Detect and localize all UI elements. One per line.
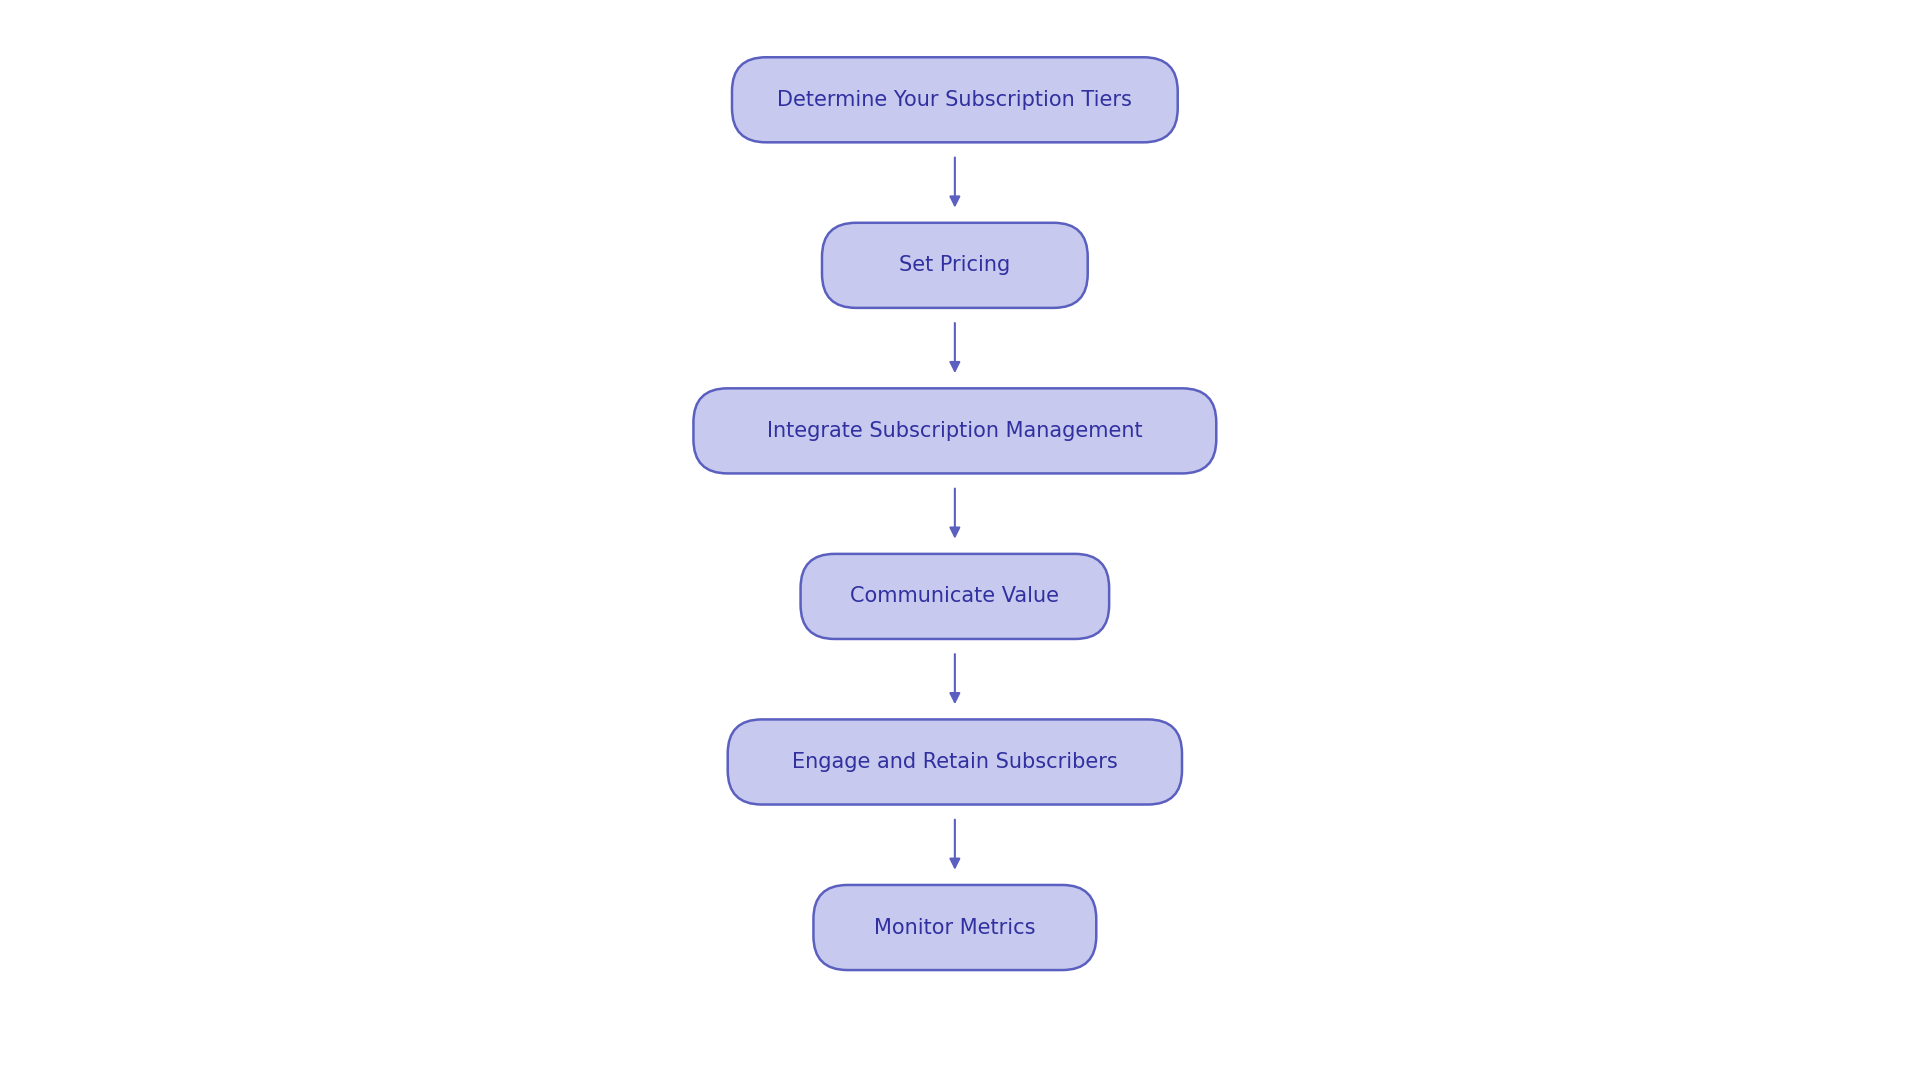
- FancyBboxPatch shape: [801, 553, 1110, 639]
- FancyBboxPatch shape: [728, 719, 1183, 805]
- Text: Set Pricing: Set Pricing: [899, 256, 1010, 275]
- FancyBboxPatch shape: [822, 223, 1089, 308]
- Text: Determine Your Subscription Tiers: Determine Your Subscription Tiers: [778, 90, 1133, 109]
- Text: Monitor Metrics: Monitor Metrics: [874, 917, 1035, 938]
- Text: Communicate Value: Communicate Value: [851, 586, 1060, 606]
- Text: Integrate Subscription Management: Integrate Subscription Management: [768, 421, 1142, 441]
- FancyBboxPatch shape: [693, 389, 1215, 473]
- FancyBboxPatch shape: [814, 885, 1096, 970]
- Text: Engage and Retain Subscribers: Engage and Retain Subscribers: [791, 752, 1117, 772]
- FancyBboxPatch shape: [732, 57, 1177, 142]
